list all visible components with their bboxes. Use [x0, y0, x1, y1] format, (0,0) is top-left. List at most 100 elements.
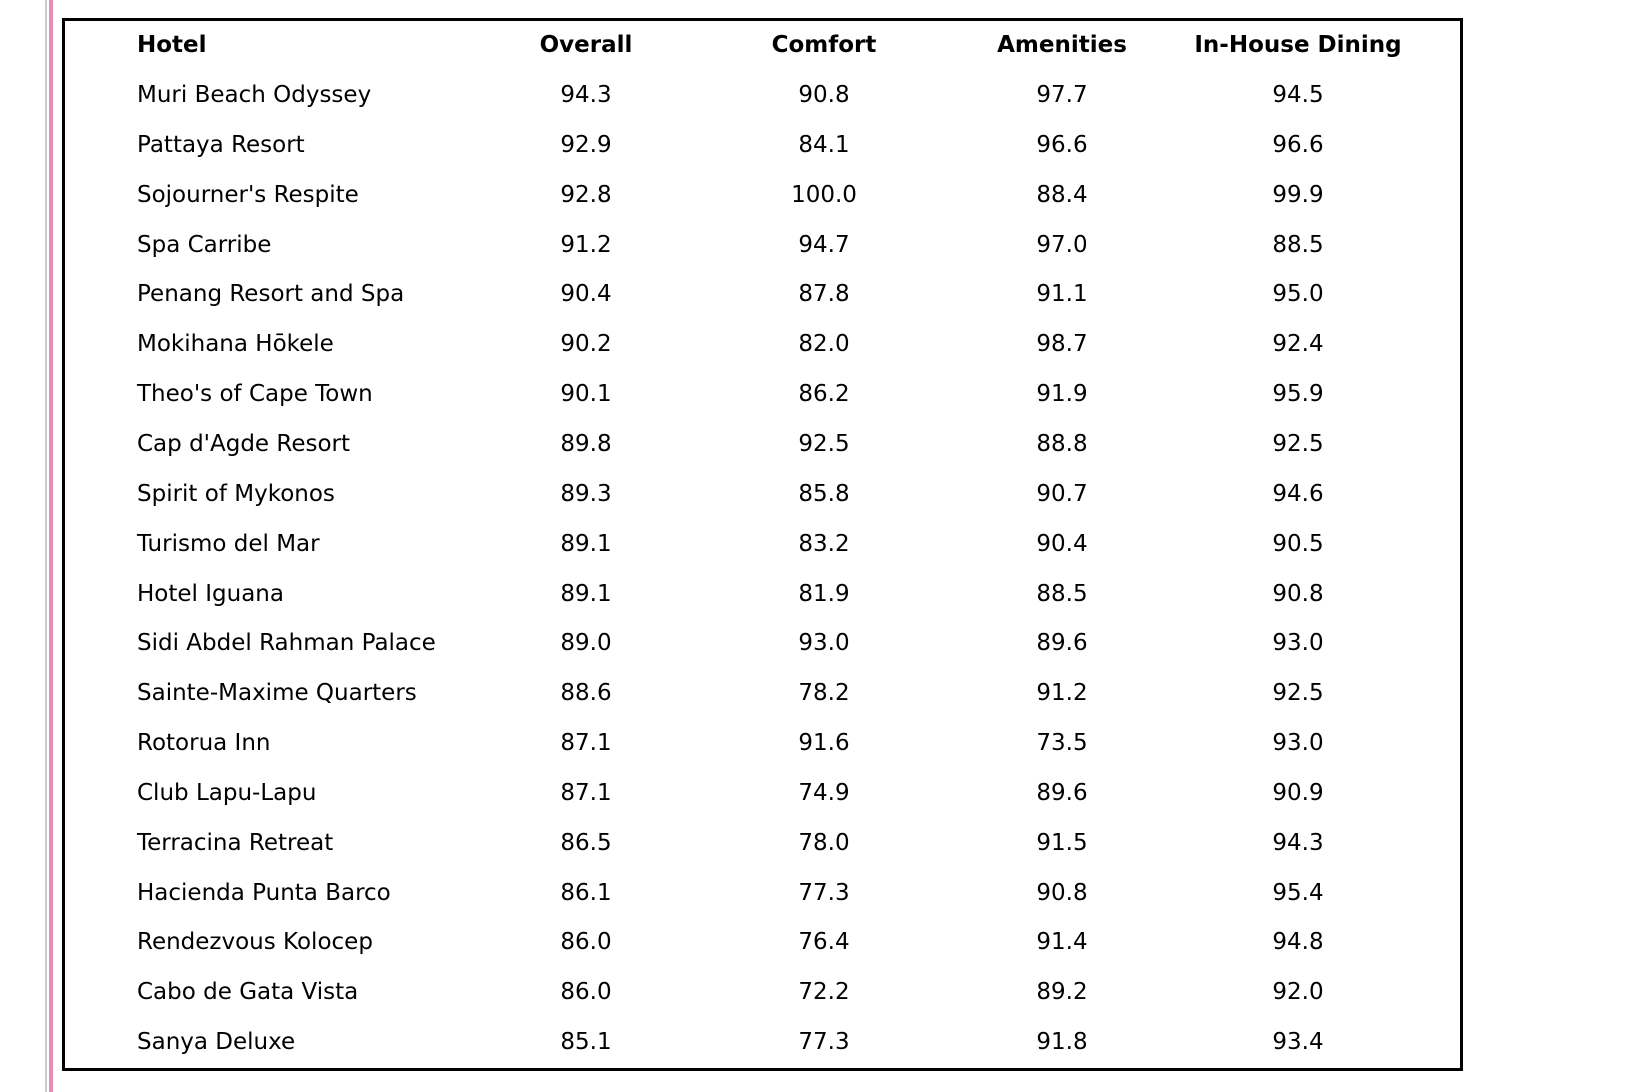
rating-value-amenities: 89.6: [1036, 630, 1088, 657]
rating-value-dining: 92.5: [1272, 680, 1324, 707]
rating-value-overall: 86.1: [560, 879, 612, 906]
hotel-name: Pattaya Resort: [137, 131, 305, 158]
hotel-name: Rotorua Inn: [137, 730, 271, 757]
rating-value-dining: 93.0: [1272, 630, 1324, 657]
rating-value-dining: 94.6: [1272, 480, 1324, 507]
rating-value-dining: 90.5: [1272, 530, 1324, 557]
rating-value-comfort: 83.2: [798, 530, 850, 557]
rating-value-overall: 86.0: [560, 979, 612, 1006]
table-row: Sojourner's Respite 92.8 100.0 88.4 99.9: [65, 171, 1460, 221]
table-row: Theo's of Cape Town 90.1 86.2 91.9 95.9: [65, 370, 1460, 420]
rating-value-overall: 87.1: [560, 779, 612, 806]
rating-value-overall: 89.1: [560, 530, 612, 557]
rating-value-overall: 94.3: [560, 82, 612, 109]
table-row: Rotorua Inn 87.1 91.6 73.5 93.0: [65, 719, 1460, 769]
table-row: Penang Resort and Spa 90.4 87.8 91.1 95.0: [65, 270, 1460, 320]
rating-value-overall: 92.8: [560, 181, 612, 208]
rating-value-comfort: 94.7: [798, 231, 850, 258]
rating-value-comfort: 76.4: [798, 929, 850, 956]
rating-value-dining: 93.4: [1272, 1029, 1324, 1056]
hotel-name: Turismo del Mar: [137, 530, 320, 557]
table-row: Hacienda Punta Barco 86.1 77.3 90.8 95.4: [65, 868, 1460, 918]
rating-value-amenities: 90.8: [1036, 879, 1088, 906]
table-row: Spa Carribe 91.2 94.7 97.0 88.5: [65, 220, 1460, 270]
rating-value-comfort: 81.9: [798, 580, 850, 607]
table-row: Club Lapu-Lapu 87.1 74.9 89.6 90.9: [65, 769, 1460, 819]
rating-value-comfort: 100.0: [791, 181, 857, 208]
hotel-name: Club Lapu-Lapu: [137, 779, 317, 806]
rating-value-comfort: 77.3: [798, 879, 850, 906]
rating-value-dining: 94.3: [1272, 829, 1324, 856]
rating-value-dining: 92.4: [1272, 331, 1324, 358]
column-header-comfort: Comfort: [771, 32, 877, 59]
rating-value-comfort: 78.2: [798, 680, 850, 707]
rating-value-amenities: 90.7: [1036, 480, 1088, 507]
table-row: Turismo del Mar 89.1 83.2 90.4 90.5: [65, 519, 1460, 569]
rating-value-amenities: 73.5: [1036, 730, 1088, 757]
rating-value-amenities: 89.2: [1036, 979, 1088, 1006]
table-row: Muri Beach Odyssey 94.3 90.8 97.7 94.5: [65, 71, 1460, 121]
rating-value-overall: 88.6: [560, 680, 612, 707]
rating-value-amenities: 91.1: [1036, 281, 1088, 308]
gutter-gray-line: [45, 0, 47, 1092]
rating-value-dining: 94.5: [1272, 82, 1324, 109]
rating-value-dining: 95.9: [1272, 381, 1324, 408]
column-header-amenities: Amenities: [997, 32, 1127, 59]
rating-value-overall: 89.0: [560, 630, 612, 657]
table-body: Muri Beach Odyssey 94.3 90.8 97.7 94.5 Pattay…: [65, 71, 1460, 1068]
rating-value-dining: 96.6: [1272, 131, 1324, 158]
rating-value-comfort: 87.8: [798, 281, 850, 308]
rating-value-dining: 93.0: [1272, 730, 1324, 757]
rating-value-amenities: 97.0: [1036, 231, 1088, 258]
rating-value-amenities: 90.4: [1036, 530, 1088, 557]
hotel-name: Sidi Abdel Rahman Palace: [137, 630, 436, 657]
hotel-name: Sainte-Maxime Quarters: [137, 680, 417, 707]
rating-value-dining: 88.5: [1272, 231, 1324, 258]
rating-value-amenities: 89.6: [1036, 779, 1088, 806]
rating-value-overall: 90.4: [560, 281, 612, 308]
rating-value-comfort: 77.3: [798, 1029, 850, 1056]
rating-value-comfort: 93.0: [798, 630, 850, 657]
hotel-name: Spa Carribe: [137, 231, 272, 258]
rating-value-dining: 95.0: [1272, 281, 1324, 308]
rating-value-dining: 95.4: [1272, 879, 1324, 906]
rating-value-comfort: 78.0: [798, 829, 850, 856]
rating-value-amenities: 91.5: [1036, 829, 1088, 856]
hotel-name: Muri Beach Odyssey: [137, 82, 372, 109]
hotel-name: Theo's of Cape Town: [137, 381, 373, 408]
rating-value-comfort: 82.0: [798, 331, 850, 358]
column-header-overall: Overall: [539, 32, 633, 59]
hotel-ratings-table: Hotel Overall Comfort Amenities In-House Din…: [62, 18, 1463, 1071]
rating-value-amenities: 96.6: [1036, 131, 1088, 158]
hotel-name: Mokihana Hōkele: [137, 331, 334, 358]
column-header-dining: In-House Dining: [1194, 32, 1402, 59]
hotel-name: Sojourner's Respite: [137, 181, 359, 208]
hotel-name: Penang Resort and Spa: [137, 281, 405, 308]
table-row: Terracina Retreat 86.5 78.0 91.5 94.3: [65, 819, 1460, 869]
table-row: Rendezvous Kolocep 86.0 76.4 91.4 94.8: [65, 918, 1460, 968]
rating-value-amenities: 91.8: [1036, 1029, 1088, 1056]
rating-value-dining: 90.9: [1272, 779, 1324, 806]
rating-value-dining: 90.8: [1272, 580, 1324, 607]
rating-value-amenities: 98.7: [1036, 331, 1088, 358]
hotel-name: Hotel Iguana: [137, 580, 284, 607]
table-row: Pattaya Resort 92.9 84.1 96.6 96.6: [65, 121, 1460, 171]
table-row: Cabo de Gata Vista 86.0 72.2 89.2 92.0: [65, 968, 1460, 1018]
rating-value-comfort: 86.2: [798, 381, 850, 408]
rating-value-amenities: 88.8: [1036, 431, 1088, 458]
table-row: Spirit of Mykonos 89.3 85.8 90.7 94.6: [65, 470, 1460, 520]
rating-value-overall: 89.3: [560, 480, 612, 507]
rating-value-amenities: 88.5: [1036, 580, 1088, 607]
hotel-name: Terracina Retreat: [137, 829, 334, 856]
rating-value-comfort: 91.6: [798, 730, 850, 757]
rating-value-overall: 90.1: [560, 381, 612, 408]
rating-value-overall: 89.1: [560, 580, 612, 607]
rating-value-comfort: 90.8: [798, 82, 850, 109]
rating-value-overall: 91.2: [560, 231, 612, 258]
rating-value-overall: 89.8: [560, 431, 612, 458]
rating-value-comfort: 84.1: [798, 131, 850, 158]
rating-value-comfort: 92.5: [798, 431, 850, 458]
rating-value-comfort: 85.8: [798, 480, 850, 507]
hotel-name: Sanya Deluxe: [137, 1029, 296, 1056]
table-row: Mokihana Hōkele 90.2 82.0 98.7 92.4: [65, 320, 1460, 370]
